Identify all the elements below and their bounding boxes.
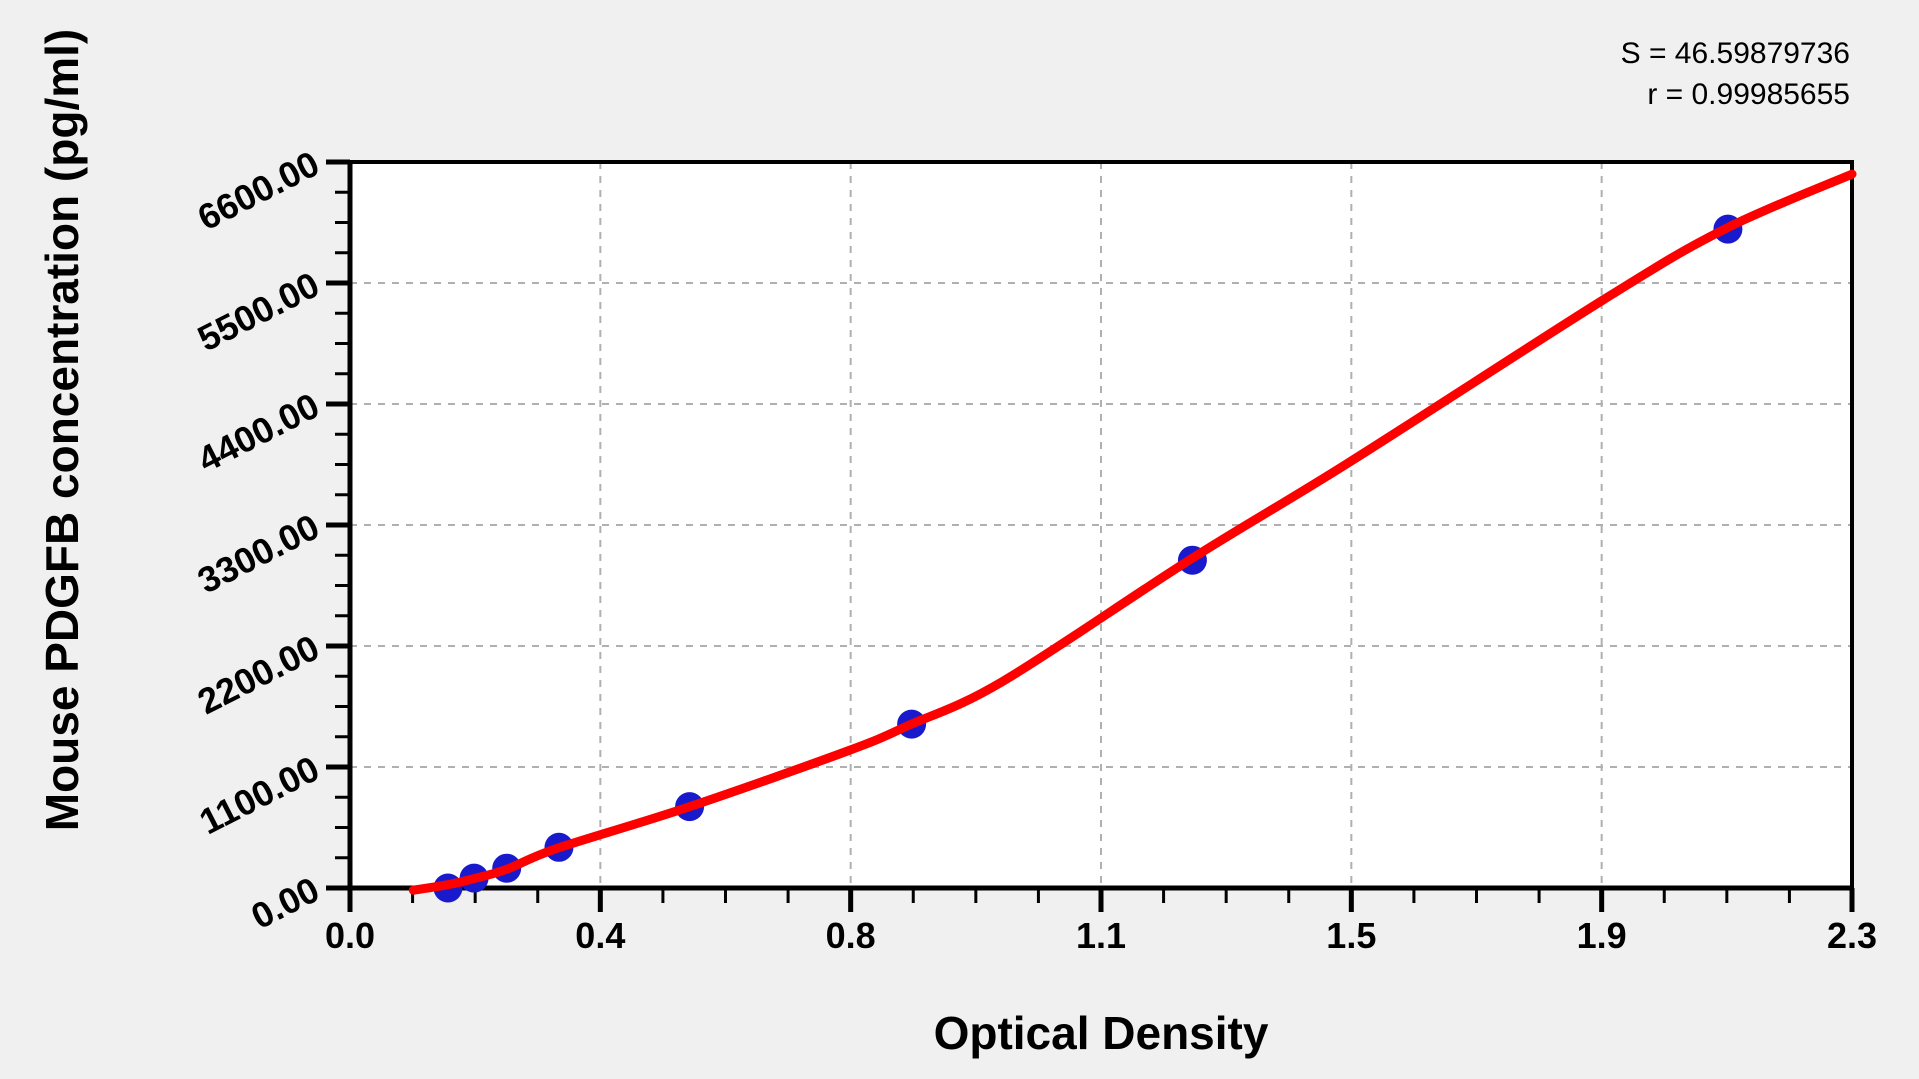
- x-tick-label: 0.4: [575, 915, 625, 956]
- y-tick-label: 5500.00: [191, 264, 326, 360]
- x-tick-label: 0.8: [826, 915, 876, 956]
- x-tick-label: 2.3: [1827, 915, 1877, 956]
- x-tick-label: 1.1: [1076, 915, 1126, 956]
- r-value-text: r = 0.99985655: [1647, 78, 1850, 111]
- x-tick-label: 1.5: [1326, 915, 1376, 956]
- y-tick-label: 1100.00: [193, 748, 326, 843]
- y-axis-title: Mouse PDGFB concentration (pg/ml): [36, 28, 88, 832]
- x-tick-label: 1.9: [1577, 915, 1627, 956]
- x-tick-label: 0.0: [325, 915, 375, 956]
- y-tick-label: 6600.00: [191, 143, 326, 239]
- x-axis-title: Optical Density: [933, 1007, 1269, 1059]
- y-tick-label: 4400.00: [191, 385, 326, 481]
- s-value-text: S = 46.59879736: [1620, 37, 1850, 70]
- y-tick-label: 0.00: [245, 869, 326, 937]
- fit-curve: [408, 169, 1857, 895]
- y-tick-label: 2200.00: [191, 627, 326, 723]
- fit-statistics: S = 46.59879736 r = 0.99985655: [1621, 33, 1850, 115]
- y-tick-label: 3300.00: [191, 506, 326, 602]
